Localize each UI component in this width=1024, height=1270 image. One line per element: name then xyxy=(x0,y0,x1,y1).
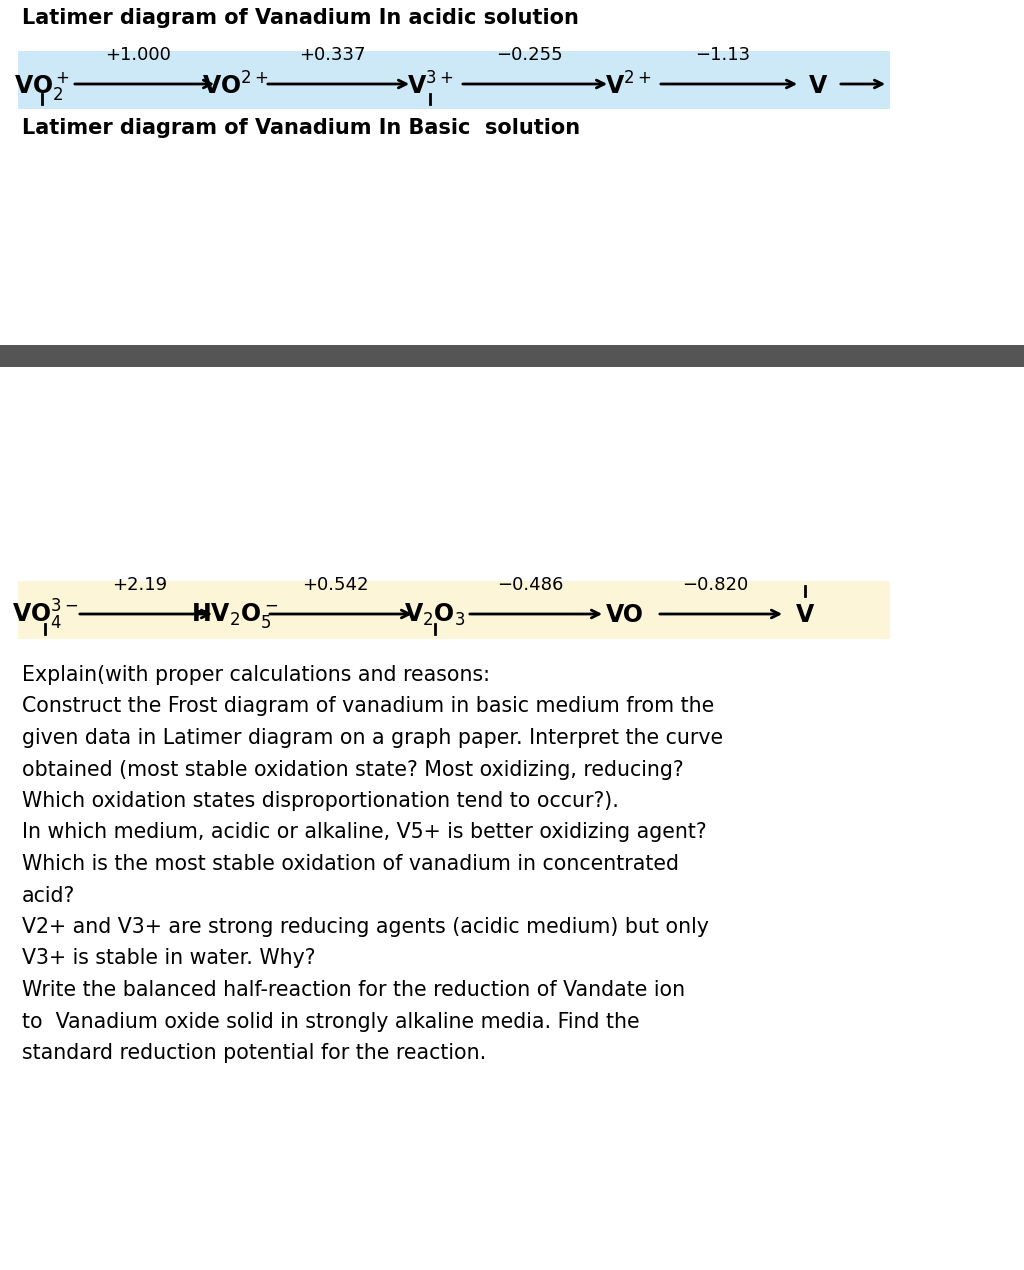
Bar xyxy=(0,345,1024,367)
Text: given data in Latimer diagram on a graph paper. Interpret the curve: given data in Latimer diagram on a graph… xyxy=(22,728,723,748)
Bar xyxy=(18,580,890,639)
Text: V$^{2+}$: V$^{2+}$ xyxy=(605,72,651,99)
Text: V3+ is stable in water. Why?: V3+ is stable in water. Why? xyxy=(22,949,315,969)
Text: Latimer diagram of Vanadium In acidic solution: Latimer diagram of Vanadium In acidic so… xyxy=(22,8,579,28)
Text: VO$_2^+$: VO$_2^+$ xyxy=(14,70,70,102)
Text: acid?: acid? xyxy=(22,885,75,906)
Text: +1.000: +1.000 xyxy=(105,46,171,64)
Text: In which medium, acidic or alkaline, V5+ is better oxidizing agent?: In which medium, acidic or alkaline, V5+… xyxy=(22,823,707,842)
Text: standard reduction potential for the reaction.: standard reduction potential for the rea… xyxy=(22,1043,486,1063)
Text: +0.542: +0.542 xyxy=(302,577,369,594)
Text: VO$^{2+}$: VO$^{2+}$ xyxy=(202,72,268,99)
Bar xyxy=(18,51,890,109)
Text: obtained (most stable oxidation state? Most oxidizing, reducing?: obtained (most stable oxidation state? M… xyxy=(22,759,684,780)
Text: Write the balanced half-reaction for the reduction of Vandate ion: Write the balanced half-reaction for the… xyxy=(22,980,685,999)
Text: −0.486: −0.486 xyxy=(497,577,563,594)
Text: to  Vanadium oxide solid in strongly alkaline media. Find the: to Vanadium oxide solid in strongly alka… xyxy=(22,1011,640,1031)
Text: VO$_4^{3-}$: VO$_4^{3-}$ xyxy=(12,598,78,632)
Text: V$_2$O$_3$: V$_2$O$_3$ xyxy=(404,602,466,629)
Text: V: V xyxy=(809,74,827,98)
Text: V2+ and V3+ are strong reducing agents (acidic medium) but only: V2+ and V3+ are strong reducing agents (… xyxy=(22,917,709,937)
Text: +0.337: +0.337 xyxy=(299,46,366,64)
Text: −0.255: −0.255 xyxy=(496,46,562,64)
Text: VO: VO xyxy=(606,603,644,627)
Text: −1.13: −1.13 xyxy=(695,46,751,64)
Text: Which oxidation states disproportionation tend to occur?).: Which oxidation states disproportionatio… xyxy=(22,791,618,812)
Text: V$^{3+}$: V$^{3+}$ xyxy=(407,72,454,99)
Text: Latimer diagram of Vanadium In Basic  solution: Latimer diagram of Vanadium In Basic sol… xyxy=(22,118,581,138)
Text: Construct the Frost diagram of vanadium in basic medium from the: Construct the Frost diagram of vanadium … xyxy=(22,696,715,716)
Text: HV$_2$O$_5^-$: HV$_2$O$_5^-$ xyxy=(191,601,279,630)
Text: V: V xyxy=(796,603,814,627)
Text: Which is the most stable oxidation of vanadium in concentrated: Which is the most stable oxidation of va… xyxy=(22,853,679,874)
Text: −0.820: −0.820 xyxy=(682,577,749,594)
Text: Explain(with proper calculations and reasons:: Explain(with proper calculations and rea… xyxy=(22,665,490,685)
Text: +2.19: +2.19 xyxy=(113,577,168,594)
